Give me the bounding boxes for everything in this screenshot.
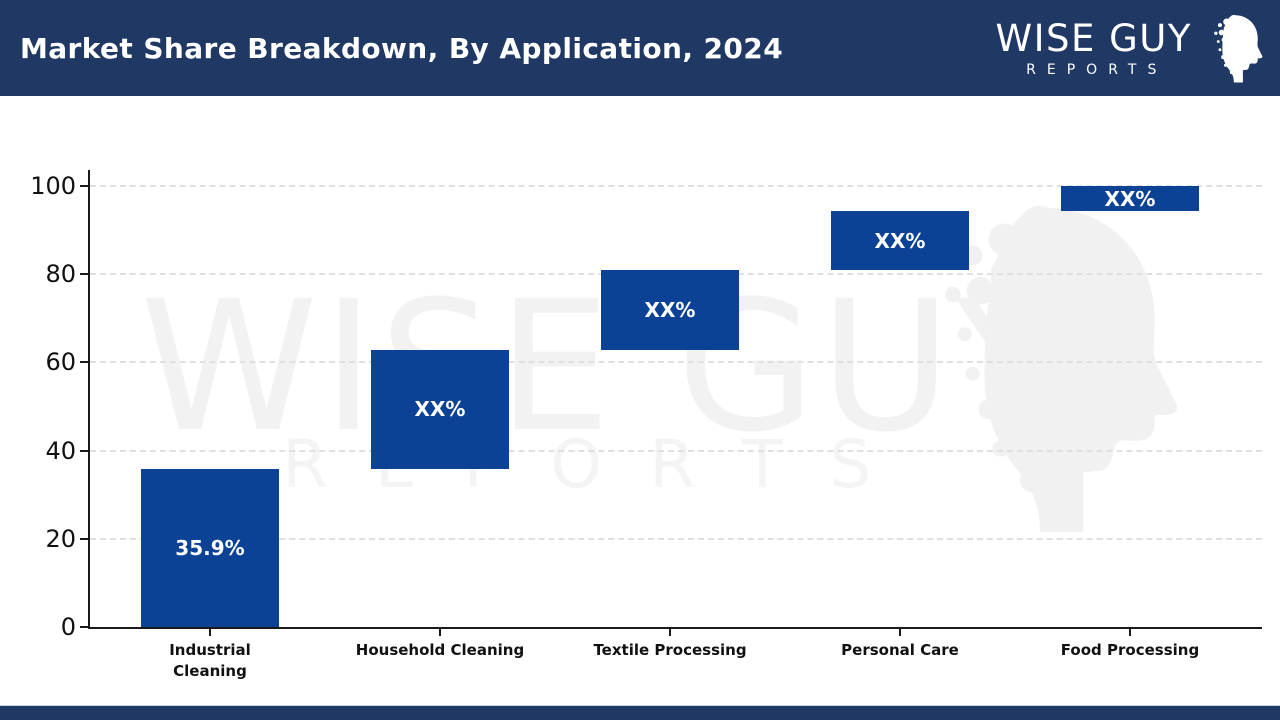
- x-axis-tick-mark: [209, 629, 211, 636]
- x-axis-category-label: Household Cleaning: [355, 641, 525, 659]
- y-axis-tick-label: 100: [30, 171, 76, 200]
- footer-bar: [0, 706, 1280, 720]
- y-axis-tick-mark: [80, 184, 90, 187]
- grid-line: [90, 537, 1262, 540]
- x-axis-tick-mark: [439, 629, 441, 636]
- x-axis-category-label: Textile Processing: [593, 641, 747, 659]
- brand-logo: WISE GUY REPORTS: [996, 6, 1270, 94]
- x-axis-category-label: Food Processing: [1060, 641, 1200, 659]
- y-axis: [88, 170, 90, 629]
- bar-value-label: XX%: [1104, 186, 1156, 211]
- grid-line: [90, 449, 1262, 452]
- logo-wordmark-line2: REPORTS: [1026, 61, 1168, 78]
- logo-wordmark-line1: WISE GUY: [995, 17, 1192, 60]
- x-axis-category-label: Personal Care: [841, 641, 959, 659]
- y-axis-tick-label: 40: [45, 436, 76, 465]
- logo-wordmark: WISE GUY REPORTS: [995, 17, 1192, 78]
- bar-textile-processing: [601, 269, 739, 350]
- bar-value-label: XX%: [644, 297, 696, 322]
- bar-household-cleaning: [371, 349, 509, 469]
- y-axis-tick-label: 80: [45, 260, 76, 289]
- y-axis-tick-mark: [80, 273, 90, 276]
- y-axis-tick-mark: [80, 449, 90, 452]
- grid-line: [90, 361, 1262, 364]
- x-axis-tick-mark: [899, 629, 901, 636]
- page-title: Market Share Breakdown, By Application, …: [20, 31, 784, 65]
- x-axis-tick-mark: [1129, 629, 1131, 636]
- y-axis-tick-label: 20: [45, 524, 76, 553]
- y-axis-tick-mark: [80, 626, 90, 628]
- bar-value-label: XX%: [874, 228, 926, 253]
- bar-food-processing: [1061, 185, 1199, 212]
- footer-divider: [0, 705, 1280, 706]
- header-banner: Market Share Breakdown, By Application, …: [0, 0, 1280, 96]
- grid-line: [90, 184, 1262, 187]
- y-axis-tick-mark: [80, 361, 90, 364]
- x-axis-tick-mark: [669, 629, 671, 636]
- bar-value-label: XX%: [414, 397, 466, 422]
- x-axis: [88, 627, 1262, 629]
- y-axis-tick-label: 0: [60, 613, 76, 641]
- bar-value-label: 35.9%: [175, 535, 245, 560]
- logo-head-icon: [1196, 12, 1266, 94]
- x-axis-category-label: Industrial Cleaning: [169, 641, 251, 680]
- bar-industrial-cleaning: [141, 468, 279, 627]
- y-axis-tick-label: 60: [45, 348, 76, 377]
- bar-personal-care: [831, 211, 969, 270]
- y-axis-tick-mark: [80, 537, 90, 540]
